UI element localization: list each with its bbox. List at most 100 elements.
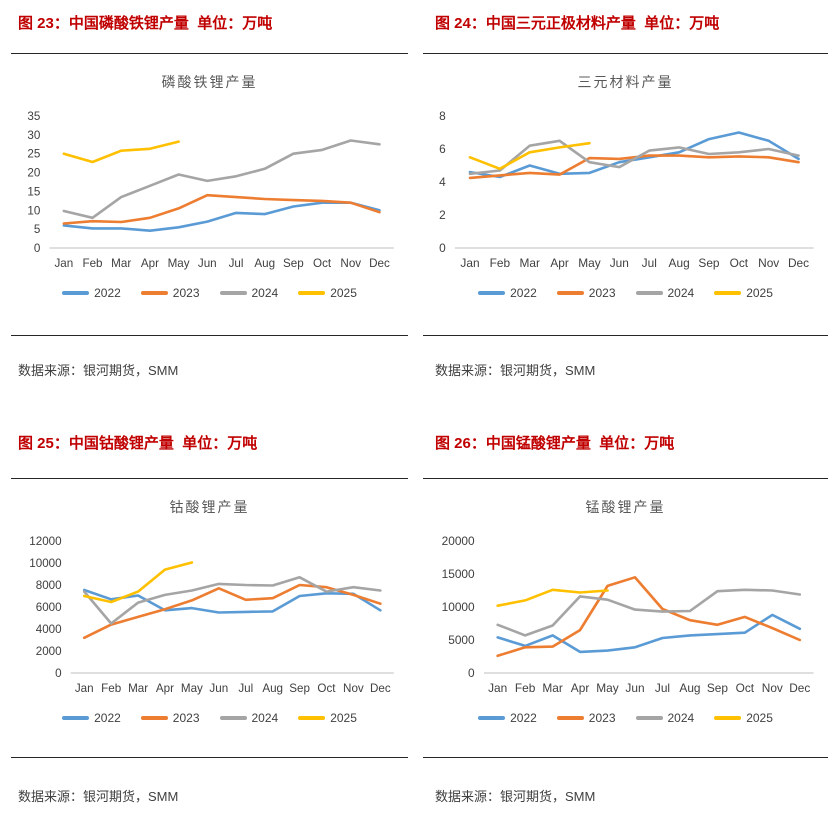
svg-text:2: 2 [439,209,446,222]
legend-item-2024: 2024 [219,711,279,725]
legend-swatch-2025 [714,291,742,295]
svg-text:Nov: Nov [343,683,364,695]
svg-text:Feb: Feb [82,258,102,270]
svg-text:0: 0 [34,243,40,255]
svg-text:Dec: Dec [370,683,391,695]
legend-item-2023: 2023 [556,286,616,300]
chart-legend: 2022 2023 2024 2025 [423,711,828,725]
legend-label: 2025 [746,286,773,300]
legend-item-2024: 2024 [635,711,695,725]
data-source-note: 数据来源：银河期货，SMM [435,363,596,378]
svg-text:15000: 15000 [442,568,476,581]
svg-text:Aug: Aug [262,683,283,695]
chart-title: 三元材料产量 [577,74,674,90]
svg-text:Oct: Oct [317,683,336,695]
svg-text:Nov: Nov [340,258,361,270]
legend-swatch-2025 [298,291,326,295]
legend-swatch-2024 [635,291,663,295]
svg-text:Mar: Mar [111,258,131,270]
svg-text:May: May [578,257,601,270]
svg-text:Apr: Apr [156,683,174,695]
svg-text:Jan: Jan [460,257,479,270]
svg-text:Jan: Jan [75,683,94,695]
svg-text:8: 8 [439,110,446,123]
svg-text:0: 0 [55,668,61,680]
svg-text:6000: 6000 [36,602,62,614]
svg-text:Feb: Feb [515,682,536,695]
svg-text:Aug: Aug [679,682,700,695]
svg-text:4000: 4000 [36,624,62,636]
legend-label: 2022 [510,711,537,725]
legend-swatch-2025 [714,716,742,720]
svg-text:Sep: Sep [698,257,720,270]
svg-text:20000: 20000 [442,535,476,548]
line-chart-svg: 0 5 10 15 20 25 30 35 Jan Feb Mar Apr May Jun Jul Aug Se… [27,111,394,270]
line-chart-svg: 0 2 4 6 8 Jan Feb Mar Apr May Jun Jul Aug Sep Oct Nov De… [439,110,814,270]
legend-swatch-2023 [140,291,168,295]
legend-item-2024: 2024 [635,286,694,300]
legend-item-2022: 2022 [62,711,121,725]
svg-text:Oct: Oct [730,257,749,270]
legend-label: 2025 [746,711,773,725]
svg-text:Apr: Apr [550,257,569,270]
svg-text:Jan: Jan [488,682,507,695]
svg-text:10000: 10000 [29,558,61,570]
chart-panel-lco: 钴酸锂产量 0 2000 4000 6000 8000 10000 12000 Jan Feb M… [11,478,408,758]
svg-text:Jul: Jul [238,683,253,695]
legend-item-2025: 2025 [298,711,357,725]
figure-caption-25: 图 25：中国钴酸锂产量 单位：万吨 [18,435,258,452]
svg-text:Jun: Jun [625,682,644,695]
svg-text:Mar: Mar [519,257,540,270]
svg-text:12000: 12000 [29,536,61,548]
line-chart-svg: 0 5000 10000 15000 20000 Jan Feb Mar Apr May Jun Ju… [442,535,814,695]
legend-label: 2025 [330,286,357,300]
svg-text:Dec: Dec [788,257,809,270]
svg-text:Oct: Oct [736,682,755,695]
svg-text:Feb: Feb [101,683,121,695]
legend-item-2023: 2023 [140,711,200,725]
line-chart-svg: 0 2000 4000 6000 8000 10000 12000 Jan Feb Mar Apr M… [29,536,394,695]
svg-text:Aug: Aug [254,258,275,270]
svg-text:5000: 5000 [448,634,475,647]
figure-caption-24: 图 24：中国三元正极材料产量 单位：万吨 [435,15,720,32]
legend-label: 2023 [588,711,616,725]
svg-text:Mar: Mar [542,682,563,695]
svg-text:Jun: Jun [198,258,217,270]
svg-text:Jun: Jun [209,683,228,695]
svg-text:20: 20 [27,168,40,180]
legend-label: 2024 [667,711,695,725]
svg-text:Jan: Jan [54,258,73,270]
chart-legend: 2022 2023 2024 2025 [11,286,408,300]
chart-title: 钴酸锂产量 [169,499,250,515]
svg-text:Sep: Sep [707,682,729,695]
svg-text:35: 35 [27,111,40,123]
svg-text:Jul: Jul [655,682,670,695]
legend-item-2023: 2023 [556,711,616,725]
legend-swatch-2025 [298,716,326,720]
legend-item-2024: 2024 [219,286,278,300]
svg-text:Dec: Dec [369,258,390,270]
legend-swatch-2022 [478,716,506,720]
legend-swatch-2024 [635,716,663,720]
legend-label: 2023 [172,711,200,725]
svg-text:Apr: Apr [571,682,590,695]
svg-text:Oct: Oct [313,258,332,270]
legend-swatch-2022 [478,291,506,295]
svg-text:Nov: Nov [758,257,779,270]
chart-legend: 2022 2023 2024 2025 [423,286,828,300]
legend-swatch-2023 [140,716,168,720]
legend-label: 2025 [330,711,357,725]
svg-text:Mar: Mar [128,683,148,695]
svg-text:5: 5 [34,224,40,236]
svg-text:0: 0 [468,667,475,680]
data-source-note: 数据来源：银河期货，SMM [18,789,179,804]
legend-item-2025: 2025 [714,711,773,725]
svg-text:Jul: Jul [229,258,244,270]
chart-panel-lmo: 锰酸锂产量 0 5000 10000 15000 20000 Jan Feb Mar Apr Ma… [423,478,828,758]
svg-text:Jun: Jun [610,257,629,270]
legend-label: 2023 [172,286,200,300]
legend-label: 2024 [251,711,279,725]
svg-text:2000: 2000 [36,646,62,658]
svg-text:May: May [596,682,619,695]
svg-text:Apr: Apr [141,258,159,270]
